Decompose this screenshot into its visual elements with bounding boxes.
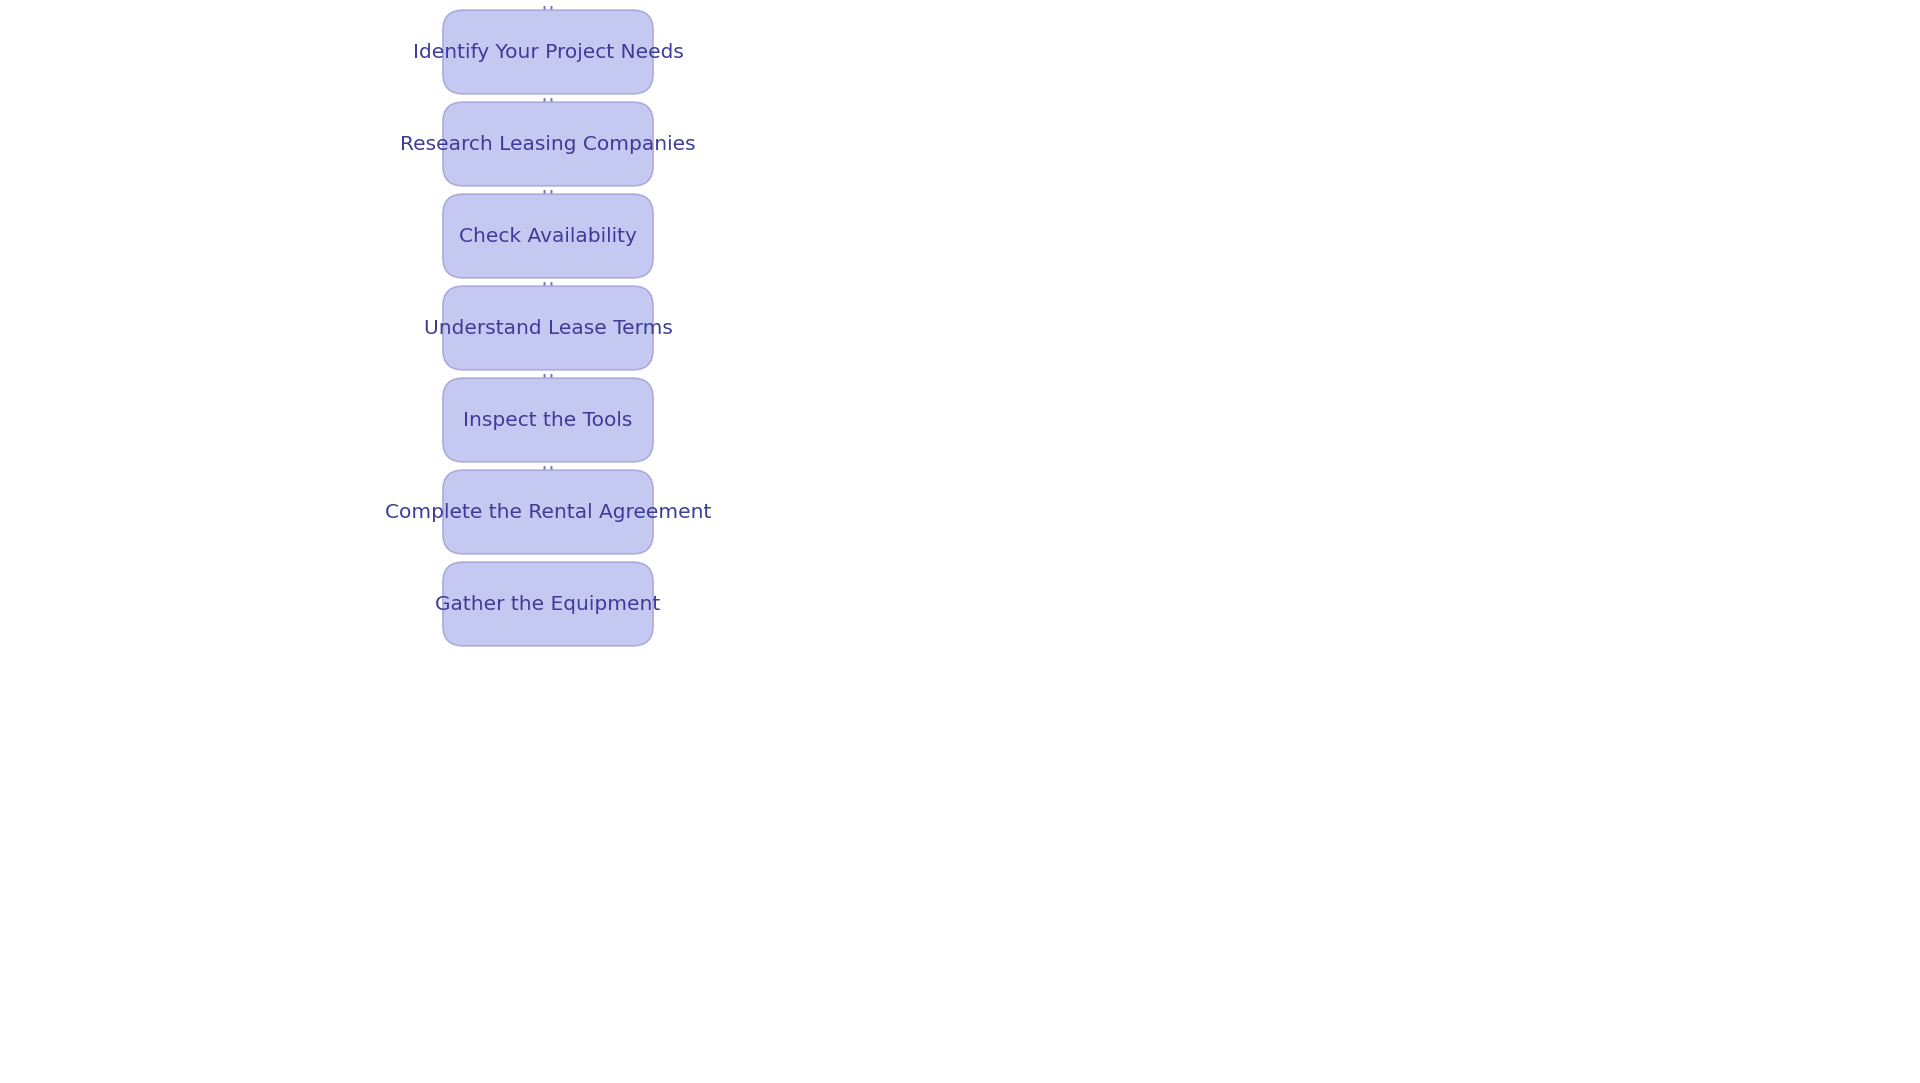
Text: Identify Your Project Needs: Identify Your Project Needs	[413, 42, 684, 62]
Text: Inspect the Tools: Inspect the Tools	[463, 410, 634, 430]
FancyBboxPatch shape	[444, 286, 653, 369]
FancyBboxPatch shape	[444, 102, 653, 186]
Text: Gather the Equipment: Gather the Equipment	[436, 595, 660, 613]
FancyBboxPatch shape	[444, 10, 653, 94]
Text: Research Leasing Companies: Research Leasing Companies	[399, 134, 695, 154]
Text: Check Availability: Check Availability	[459, 226, 637, 246]
Text: Complete the Rental Agreement: Complete the Rental Agreement	[384, 503, 710, 522]
FancyBboxPatch shape	[444, 562, 653, 645]
Text: Understand Lease Terms: Understand Lease Terms	[424, 318, 672, 338]
FancyBboxPatch shape	[444, 194, 653, 278]
FancyBboxPatch shape	[444, 378, 653, 461]
FancyBboxPatch shape	[444, 470, 653, 553]
